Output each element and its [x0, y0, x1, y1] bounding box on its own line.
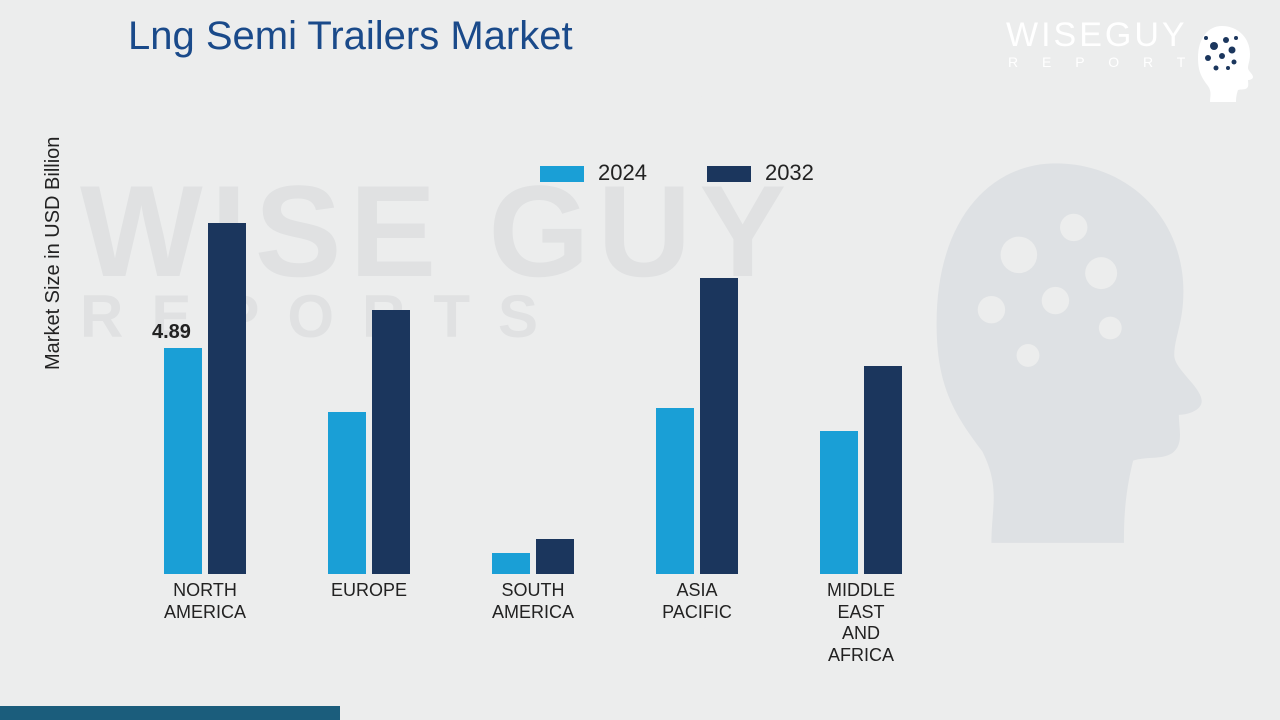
legend-item-2032: 2032 — [707, 160, 814, 186]
bar-series-b — [208, 223, 246, 575]
legend-swatch-2032 — [707, 166, 751, 182]
bar-series-a — [328, 412, 366, 574]
bar-series-a — [492, 553, 530, 574]
legend: 2024 2032 — [540, 160, 814, 186]
x-axis-label: EUROPE — [294, 580, 444, 602]
bar-series-b — [536, 539, 574, 574]
bar-series-a — [164, 348, 202, 574]
page-root: WISEGUY R E P O R T S Lng Semi Trailers … — [0, 0, 1280, 720]
y-axis-label: Market Size in USD Billion — [42, 137, 65, 370]
x-axis-label: ASIAPACIFIC — [622, 580, 772, 623]
x-axis-label: SOUTHAMERICA — [458, 580, 608, 623]
x-axis-label: NORTHAMERICA — [130, 580, 280, 623]
bar-series-a — [656, 408, 694, 575]
bottom-accent-bar — [0, 706, 340, 720]
legend-swatch-2024 — [540, 166, 584, 182]
bar-value-label: 4.89 — [152, 321, 191, 344]
head-silhouette-icon — [1188, 24, 1258, 102]
legend-item-2024: 2024 — [540, 160, 647, 186]
brand-logo: WISEGUY R E P O R T S — [1006, 18, 1256, 70]
x-axis-label: MIDDLEEASTANDAFRICA — [786, 580, 936, 666]
bar-series-a — [820, 431, 858, 574]
legend-label-2032: 2032 — [765, 160, 814, 185]
bar-series-b — [372, 310, 410, 574]
plot-area: 4.89 — [150, 204, 970, 574]
bar-series-b — [700, 278, 738, 574]
chart-title: Lng Semi Trailers Market — [128, 14, 573, 59]
bar-series-b — [864, 366, 902, 574]
legend-label-2024: 2024 — [598, 160, 647, 185]
bar-chart: Market Size in USD Billion 2024 2032 4.8… — [70, 160, 970, 690]
